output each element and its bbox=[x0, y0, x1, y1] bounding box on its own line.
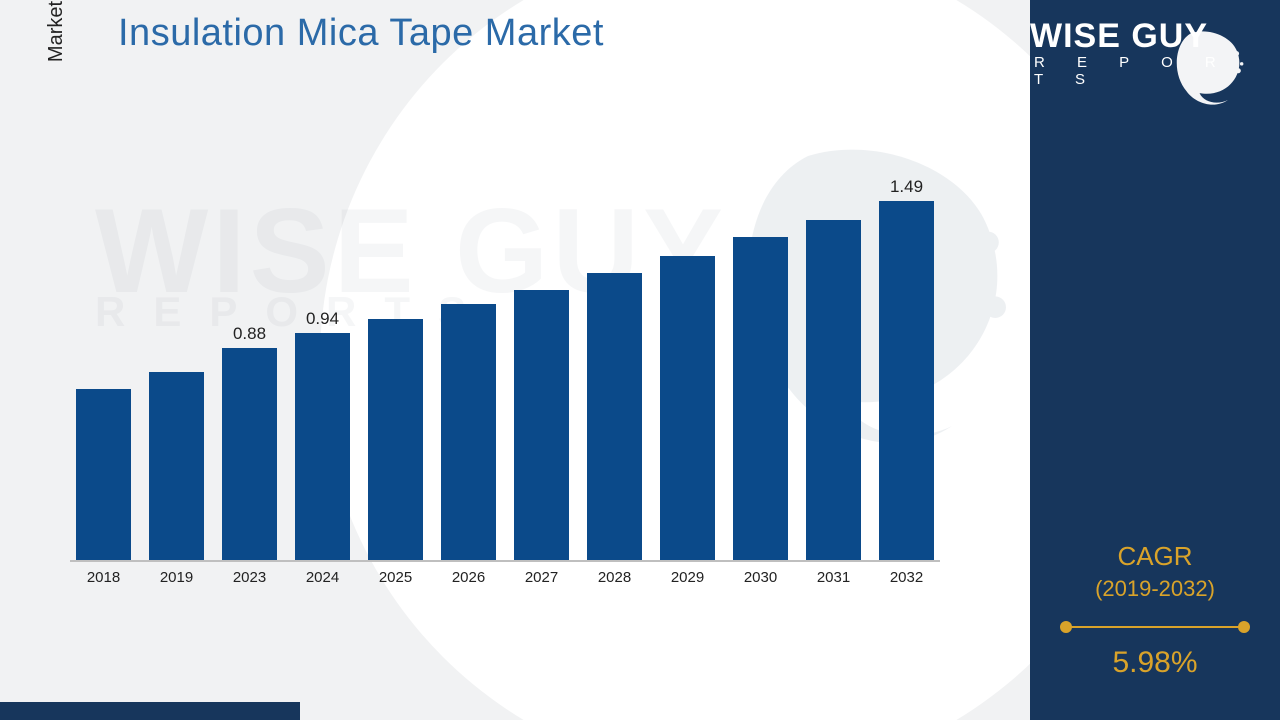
y-axis-label: Market Value in USD Billion bbox=[45, 0, 68, 155]
cagr-block: CAGR (2019-2032) 5.98% bbox=[1030, 541, 1280, 680]
bar-x-label: 2018 bbox=[76, 569, 131, 586]
bar bbox=[76, 389, 131, 560]
bar-x-label: 2024 bbox=[295, 569, 350, 586]
bar-x-label: 2023 bbox=[222, 569, 277, 586]
bar-x-label: 2028 bbox=[587, 569, 642, 586]
bar-x-label: 2030 bbox=[733, 569, 788, 586]
bar bbox=[587, 273, 642, 560]
bar-slot: 0.942024 bbox=[295, 309, 350, 560]
chart-title: Insulation Mica Tape Market bbox=[118, 12, 604, 55]
bar bbox=[149, 372, 204, 560]
bar-x-label: 2032 bbox=[879, 569, 934, 586]
bar bbox=[733, 237, 788, 560]
right-panel: WISE GUY R E P O R T S CAGR (2019-2032) … bbox=[1030, 0, 1280, 720]
bar-slot: 1.492032 bbox=[879, 177, 934, 560]
x-axis-line bbox=[70, 560, 940, 562]
content-layer: Insulation Mica Tape Market WISE GUY REP… bbox=[0, 0, 1030, 720]
bar-slot: 2031 bbox=[806, 196, 861, 560]
bar-slot: 2018 bbox=[76, 365, 131, 560]
bar-x-label: 2027 bbox=[514, 569, 569, 586]
bar bbox=[806, 220, 861, 560]
bar-slot: 2029 bbox=[660, 232, 715, 560]
bar-value-label: 0.94 bbox=[306, 309, 339, 329]
bar bbox=[660, 256, 715, 560]
cagr-period: (2019-2032) bbox=[1030, 576, 1280, 602]
cagr-label: CAGR bbox=[1030, 541, 1280, 572]
bar bbox=[222, 348, 277, 560]
bar-slot: 0.882023 bbox=[222, 324, 277, 560]
bar-slot: 2027 bbox=[514, 266, 569, 560]
bar bbox=[368, 319, 423, 560]
cagr-value: 5.98% bbox=[1030, 646, 1280, 680]
bar-slot: 2019 bbox=[149, 348, 204, 560]
bar bbox=[514, 290, 569, 560]
bar-x-label: 2019 bbox=[149, 569, 204, 586]
bar-slot: 2026 bbox=[441, 280, 496, 560]
bar-value-label: 1.49 bbox=[890, 177, 923, 197]
bar bbox=[295, 333, 350, 560]
logo-head-icon bbox=[1166, 26, 1252, 112]
bar-x-label: 2026 bbox=[441, 569, 496, 586]
bar bbox=[879, 201, 934, 560]
page: Insulation Mica Tape Market WISE GUY REP… bbox=[0, 0, 1280, 720]
bar-x-label: 2029 bbox=[660, 569, 715, 586]
logo: WISE GUY R E P O R T S bbox=[1030, 20, 1258, 88]
bar bbox=[441, 304, 496, 560]
bar-slot: 2028 bbox=[587, 249, 642, 560]
bar-chart: 201820190.8820230.9420242025202620272028… bbox=[70, 150, 940, 590]
footer-accent-bar bbox=[0, 702, 300, 720]
cagr-divider bbox=[1066, 626, 1244, 628]
bar-x-label: 2031 bbox=[806, 569, 861, 586]
bar-value-label: 0.88 bbox=[233, 324, 266, 344]
bars-container: 2018 2019 0.882023 0.942024 2025 2026 2027 2028… bbox=[70, 150, 940, 560]
bar-slot: 2025 bbox=[368, 295, 423, 560]
bar-slot: 2030 bbox=[733, 213, 788, 560]
bar-x-label: 2025 bbox=[368, 569, 423, 586]
